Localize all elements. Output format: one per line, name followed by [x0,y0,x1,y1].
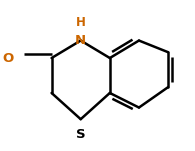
Text: N: N [75,34,86,47]
Text: O: O [3,51,14,64]
Text: H: H [76,16,86,29]
Text: S: S [76,128,86,141]
